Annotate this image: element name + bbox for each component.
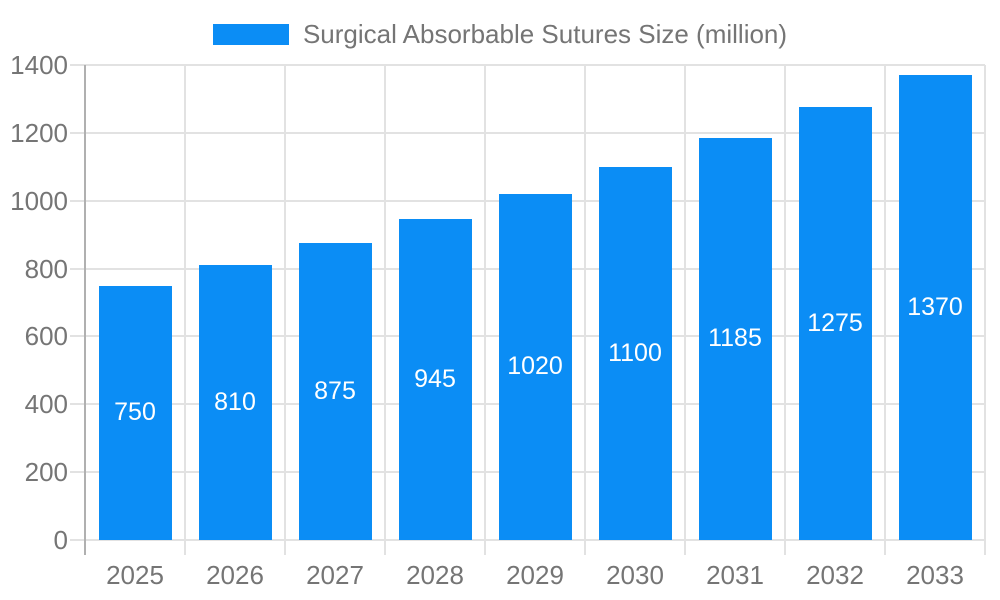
x-axis-tick-label: 2025: [106, 560, 164, 590]
legend-swatch-icon: [212, 24, 289, 45]
x-axis-tick: [584, 540, 586, 555]
y-axis-tick-label: 800: [24, 253, 68, 284]
x-gridline: [584, 65, 586, 540]
x-gridline: [284, 65, 286, 540]
y-axis-tick-label: 600: [24, 321, 68, 352]
x-gridline: [984, 65, 986, 540]
bar-2032[interactable]: 1275: [798, 107, 872, 540]
x-gridline: [384, 65, 386, 540]
bar-value-label: 875: [314, 377, 356, 406]
x-gridline: [484, 65, 486, 540]
x-axis-tick-label: 2031: [706, 560, 764, 590]
x-axis-tick-label: 2033: [906, 560, 964, 590]
x-axis-tick-label: 2026: [206, 560, 264, 590]
y-axis-tick-label: 1000: [10, 185, 68, 216]
x-axis-tick: [484, 540, 486, 555]
x-axis-tick-label: 2032: [806, 560, 864, 590]
y-gridline: [70, 539, 985, 541]
x-gridline: [884, 65, 886, 540]
x-gridline: [684, 65, 686, 540]
bar-2026[interactable]: 810: [198, 265, 272, 540]
x-gridline: [784, 65, 786, 540]
x-axis-tick: [284, 540, 286, 555]
y-axis-tick-label: 1400: [10, 50, 68, 80]
bar-2025[interactable]: 750: [98, 285, 172, 540]
bar-2029[interactable]: 1020: [498, 193, 572, 540]
bar-value-label: 945: [414, 365, 456, 394]
bar-2033[interactable]: 1370: [898, 75, 972, 540]
bar-value-label: 810: [214, 388, 256, 417]
bar-2027[interactable]: 875: [298, 243, 372, 540]
bar-2028[interactable]: 945: [398, 219, 472, 540]
bar-2030[interactable]: 1100: [598, 166, 672, 540]
x-axis-tick: [184, 540, 186, 555]
chart-legend[interactable]: Surgical Absorbable Sutures Size (millio…: [0, 19, 1000, 50]
x-axis-tick-label: 2027: [306, 560, 364, 590]
x-axis-tick: [884, 540, 886, 555]
x-axis-tick: [684, 540, 686, 555]
y-axis-tick-label: 1200: [10, 117, 68, 148]
plot-area: 0 200 400 600 800 1000 1200 1400 750 2025 810 2026 8…: [10, 52, 986, 589]
y-gridline: [70, 131, 985, 134]
y-axis-tick-label: 0: [53, 525, 68, 555]
x-axis-tick-label: 2029: [506, 560, 564, 590]
y-axis-tick-label: 200: [24, 457, 68, 488]
bar-value-label: 1275: [807, 309, 863, 338]
bar-value-label: 1100: [608, 338, 662, 367]
x-axis-tick-label: 2028: [406, 560, 464, 590]
x-axis-tick-label: 2030: [606, 560, 664, 590]
legend-label: Surgical Absorbable Sutures Size (millio…: [302, 19, 788, 49]
bar-value-label: 750: [114, 398, 156, 427]
x-gridline: [184, 65, 186, 540]
y-axis-tick-label: 400: [24, 389, 68, 420]
y-gridline: [70, 64, 985, 66]
y-axis-line: [84, 65, 86, 555]
x-axis-tick: [984, 540, 986, 555]
bar-value-label: 1185: [708, 324, 762, 353]
bar-value-label: 1370: [907, 293, 963, 322]
x-axis-tick: [384, 540, 386, 555]
bar-value-label: 1020: [507, 352, 563, 381]
bar-2031[interactable]: 1185: [698, 137, 772, 540]
x-axis-tick: [784, 540, 786, 555]
